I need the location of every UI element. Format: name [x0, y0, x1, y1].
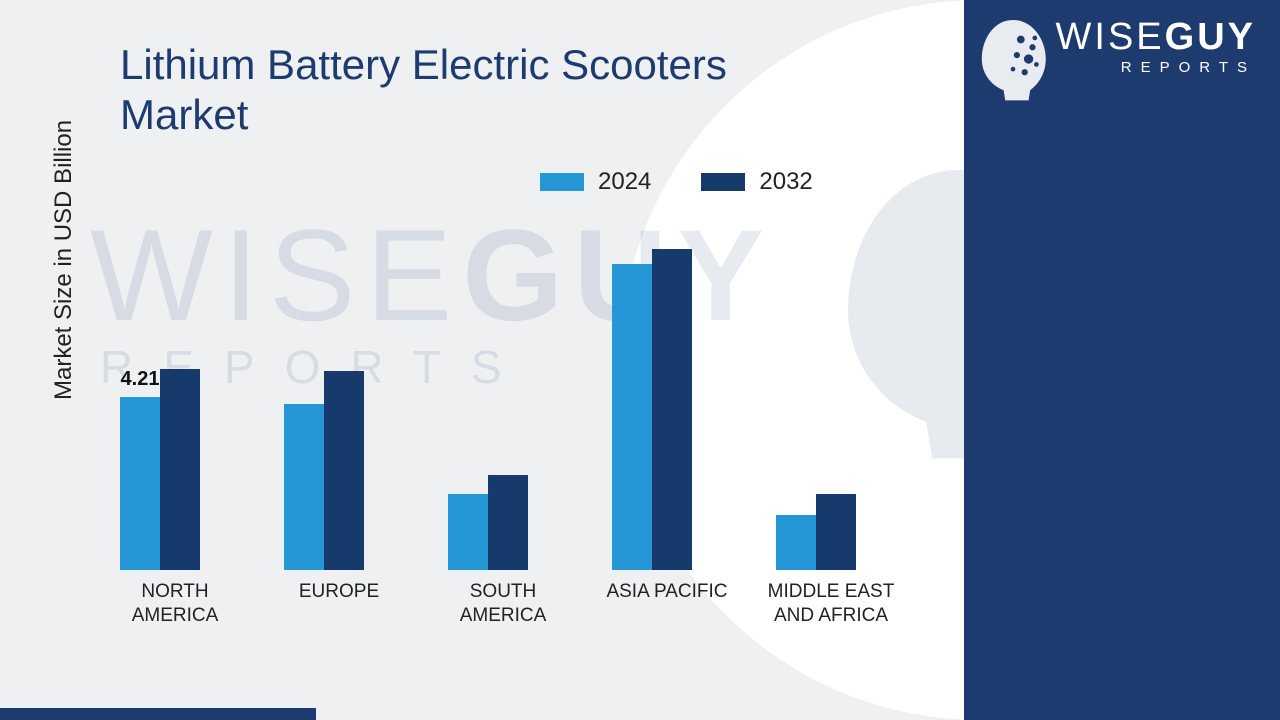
chart-card: WISEGUY REPORTS WISEGUY REPORTS Lithium …	[0, 0, 1280, 720]
legend: 2024 2032	[540, 168, 813, 196]
bar	[652, 249, 692, 570]
bar	[120, 397, 160, 570]
bar	[284, 404, 324, 571]
bar	[612, 264, 652, 570]
bar-value-label: 4.21	[110, 368, 170, 391]
legend-label: 2024	[598, 168, 651, 196]
category-label: SOUTH AMERICA	[433, 580, 573, 628]
bottom-accent-bar	[0, 708, 316, 720]
category-label: ASIA PACIFIC	[597, 580, 737, 604]
legend-item: 2024	[540, 168, 651, 196]
bar	[816, 494, 856, 570]
legend-label: 2032	[759, 168, 812, 196]
category-label: NORTH AMERICA	[105, 580, 245, 628]
logo-head-icon	[974, 14, 1052, 104]
plot-area: NORTH AMERICA4.21EUROPESOUTH AMERICAASIA…	[100, 200, 920, 570]
y-axis-label: Market Size in USD Billion	[50, 120, 78, 400]
bar	[776, 515, 816, 571]
bar	[488, 475, 528, 570]
bar	[448, 494, 488, 570]
category-label: MIDDLE EAST AND AFRICA	[761, 580, 901, 628]
legend-item: 2032	[701, 168, 812, 196]
bar	[324, 371, 364, 570]
legend-swatch	[701, 173, 745, 191]
category-label: EUROPE	[269, 580, 409, 604]
chart-title: Lithium Battery Electric Scooters Market	[120, 40, 820, 141]
legend-swatch	[540, 173, 584, 191]
logo-text: WISEGUY REPORTS	[1056, 18, 1256, 75]
bar	[160, 369, 200, 570]
